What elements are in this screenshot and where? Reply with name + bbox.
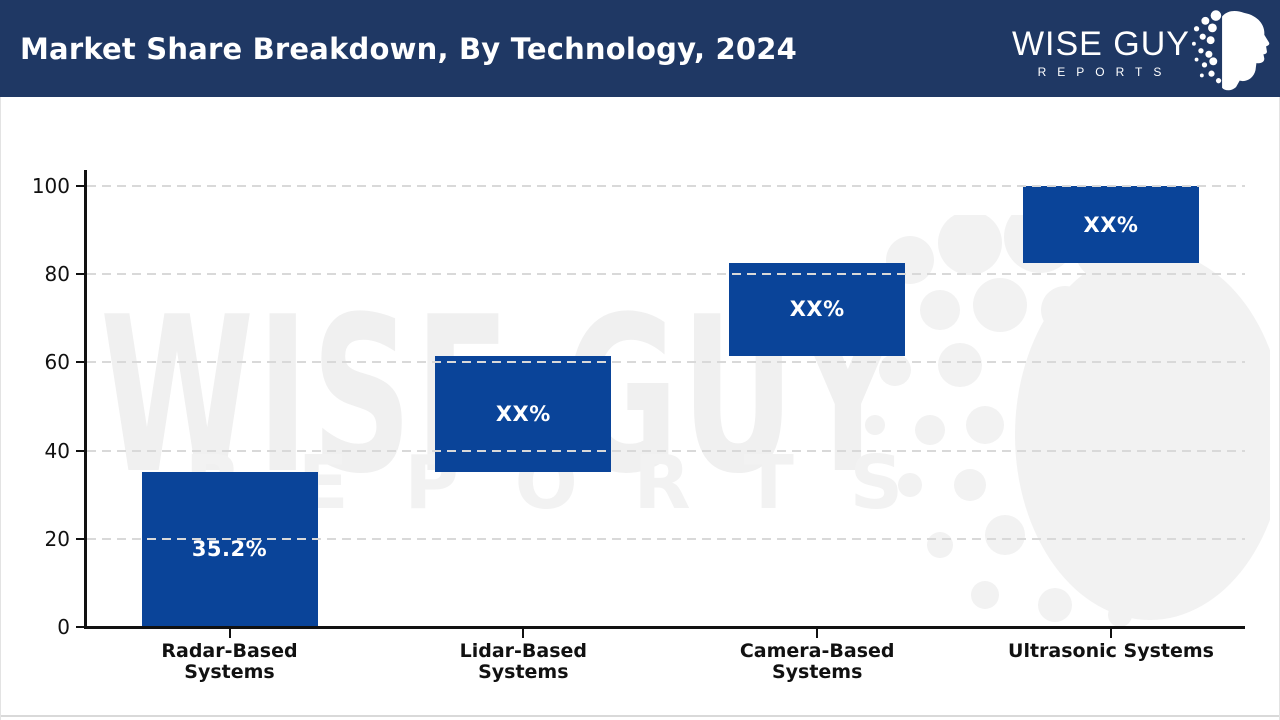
watermark-head-icon [865,215,1270,627]
y-tick-label-40: 40 [44,438,70,463]
x-category-label-3: Ultrasonic Systems [991,641,1231,662]
y-tick-label-100: 100 [31,174,70,198]
bar-value-label-2: XX% [789,297,845,322]
x-tick-mark-3 [1110,629,1112,638]
y-axis-spine [84,170,87,629]
y-tick-label-20: 20 [44,526,70,551]
y-tick-mark-80 [76,273,84,276]
x-category-label-line: Ultrasonic Systems [1008,640,1214,662]
y-tick-mark-100 [76,185,84,187]
gridline-40 [87,449,1245,452]
bar-1: XX% [435,355,612,472]
chart-title: Market Share Breakdown, By Technology, 2… [20,31,798,66]
y-tick-label-0: 0 [57,615,70,639]
x-category-label-2: Camera-Based Systems [697,641,937,683]
x-category-label-1: Lidar-Based Systems [403,641,643,683]
y-tick-mark-60 [76,361,84,364]
x-category-label-line: Radar-Based [161,640,298,662]
x-tick-mark-1 [522,629,525,638]
y-tick-label-60: 60 [44,350,70,375]
wiseguy-head-icon [1191,10,1270,91]
bar-2: XX% [729,263,906,356]
logo-subtitle: REPORTS [1037,65,1173,79]
bar-value-label-0: 35.2% [191,537,268,562]
x-category-label-line: Systems [184,661,275,683]
bottom-divider [0,715,1280,717]
x-axis-spine [84,626,1245,629]
y-tick-mark-40 [76,449,84,452]
x-category-label-line: Systems [478,661,569,683]
gridline-20 [87,537,1245,540]
logo-wordmark: WISE GUY [1011,25,1190,63]
bar-0: 35.2% [141,471,318,627]
logo: WISE GUY REPORTS [1012,27,1190,79]
x-category-label-line: Lidar-Based [459,640,587,662]
gridline-80 [87,273,1245,276]
gridline-60 [87,361,1245,364]
x-category-label-line: Camera-Based [739,640,895,662]
bar-3: XX% [1023,186,1199,264]
x-category-label-0: Radar-Based Systems [110,641,350,683]
header-band: Market Share Breakdown, By Technology, 2… [0,0,1280,97]
x-tick-mark-0 [228,629,231,638]
bar-value-label-3: XX% [1083,212,1139,237]
x-category-label-line: Systems [771,661,863,683]
y-tick-label-80: 80 [44,262,70,287]
y-tick-mark-0 [76,626,84,628]
bar-value-label-1: XX% [495,401,551,426]
y-tick-mark-20 [76,537,84,540]
gridline-100 [87,185,1245,187]
x-tick-mark-2 [816,629,819,638]
left-edge-border [0,97,1,720]
